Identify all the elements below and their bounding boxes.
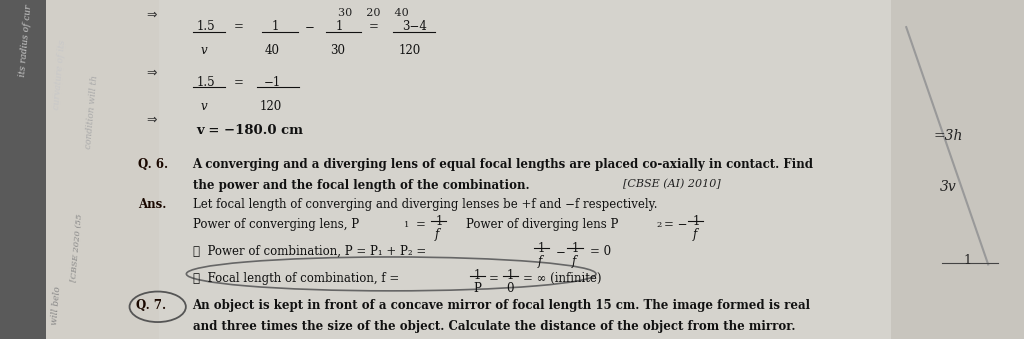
- Text: =: =: [488, 272, 499, 285]
- Text: ∴  Focal length of combination, f =: ∴ Focal length of combination, f =: [193, 272, 398, 285]
- Text: Q. 6.: Q. 6.: [138, 158, 168, 171]
- Text: and three times the size of the object. Calculate the distance of the object fro: and three times the size of the object. …: [193, 320, 795, 333]
- Text: 120: 120: [398, 44, 421, 57]
- Text: −: −: [556, 245, 566, 258]
- FancyBboxPatch shape: [159, 0, 891, 339]
- Text: 1: 1: [538, 242, 545, 255]
- Text: v = −180.0 cm: v = −180.0 cm: [197, 124, 303, 137]
- Text: the power and the focal length of the combination.: the power and the focal length of the co…: [193, 179, 529, 192]
- Text: 1.5: 1.5: [197, 76, 215, 89]
- Text: its radius of cur: its radius of cur: [18, 4, 33, 77]
- Text: =3h: =3h: [934, 129, 964, 143]
- Text: P: P: [473, 282, 481, 295]
- Text: = ∞ (infinite): = ∞ (infinite): [523, 272, 602, 285]
- Text: ⇒: ⇒: [146, 9, 157, 22]
- Text: ⇒: ⇒: [146, 114, 157, 127]
- Text: [CBSE 2020 (55: [CBSE 2020 (55: [70, 213, 84, 282]
- Text: 1: 1: [404, 221, 410, 229]
- Text: 3v: 3v: [940, 180, 956, 194]
- Text: f: f: [692, 228, 696, 241]
- Text: 1: 1: [507, 269, 514, 282]
- Text: curvature of its: curvature of its: [52, 39, 67, 110]
- Text: −: −: [305, 20, 315, 33]
- Text: Power of diverging lens P: Power of diverging lens P: [466, 218, 618, 231]
- Text: Ans.: Ans.: [138, 198, 167, 211]
- Text: =: =: [416, 218, 426, 231]
- Text: A converging and a diverging lens of equal focal lengths are placed co-axially i: A converging and a diverging lens of equ…: [193, 158, 813, 171]
- Text: 1: 1: [474, 269, 481, 282]
- Text: =: =: [233, 20, 244, 33]
- Text: f: f: [571, 255, 575, 268]
- Text: An object is kept in front of a concave mirror of focal length 15 cm. The image : An object is kept in front of a concave …: [193, 299, 811, 312]
- Text: condition will th: condition will th: [84, 75, 100, 149]
- Text: 1: 1: [435, 215, 442, 227]
- Text: 1: 1: [336, 20, 343, 33]
- Text: f: f: [538, 255, 542, 268]
- Text: v: v: [201, 44, 207, 57]
- Text: 120: 120: [260, 100, 283, 113]
- Text: −1: −1: [264, 76, 282, 89]
- Text: 30: 30: [330, 44, 345, 57]
- FancyBboxPatch shape: [46, 0, 159, 339]
- Text: 1: 1: [692, 215, 699, 227]
- Text: will belo: will belo: [50, 285, 62, 325]
- FancyBboxPatch shape: [0, 0, 46, 339]
- Text: v: v: [201, 100, 207, 113]
- Text: 40: 40: [264, 44, 280, 57]
- Text: [CBSE (AI) 2010]: [CBSE (AI) 2010]: [623, 179, 720, 190]
- Text: 1: 1: [964, 254, 972, 267]
- Text: 1: 1: [271, 20, 279, 33]
- FancyBboxPatch shape: [891, 0, 1024, 339]
- Text: 1.5: 1.5: [197, 20, 215, 33]
- Text: f: f: [435, 228, 439, 241]
- Text: 1: 1: [571, 242, 579, 255]
- Text: ⇒: ⇒: [146, 66, 157, 79]
- Text: =: =: [369, 20, 379, 33]
- Text: Q. 7.: Q. 7.: [136, 299, 167, 312]
- Text: = 0: = 0: [590, 245, 611, 258]
- Text: 3−4: 3−4: [402, 20, 427, 33]
- Text: 30    20    40: 30 20 40: [338, 8, 409, 18]
- Text: Let focal length of converging and diverging lenses be +f and −f respectively.: Let focal length of converging and diver…: [193, 198, 657, 211]
- Text: ∴  Power of combination, P = P₁ + P₂ =: ∴ Power of combination, P = P₁ + P₂ =: [193, 245, 426, 258]
- Text: =: =: [233, 76, 244, 89]
- Text: Power of converging lens, P: Power of converging lens, P: [193, 218, 358, 231]
- Text: 2: 2: [656, 221, 662, 229]
- Text: = −: = −: [664, 218, 687, 231]
- Text: 0: 0: [506, 282, 513, 295]
